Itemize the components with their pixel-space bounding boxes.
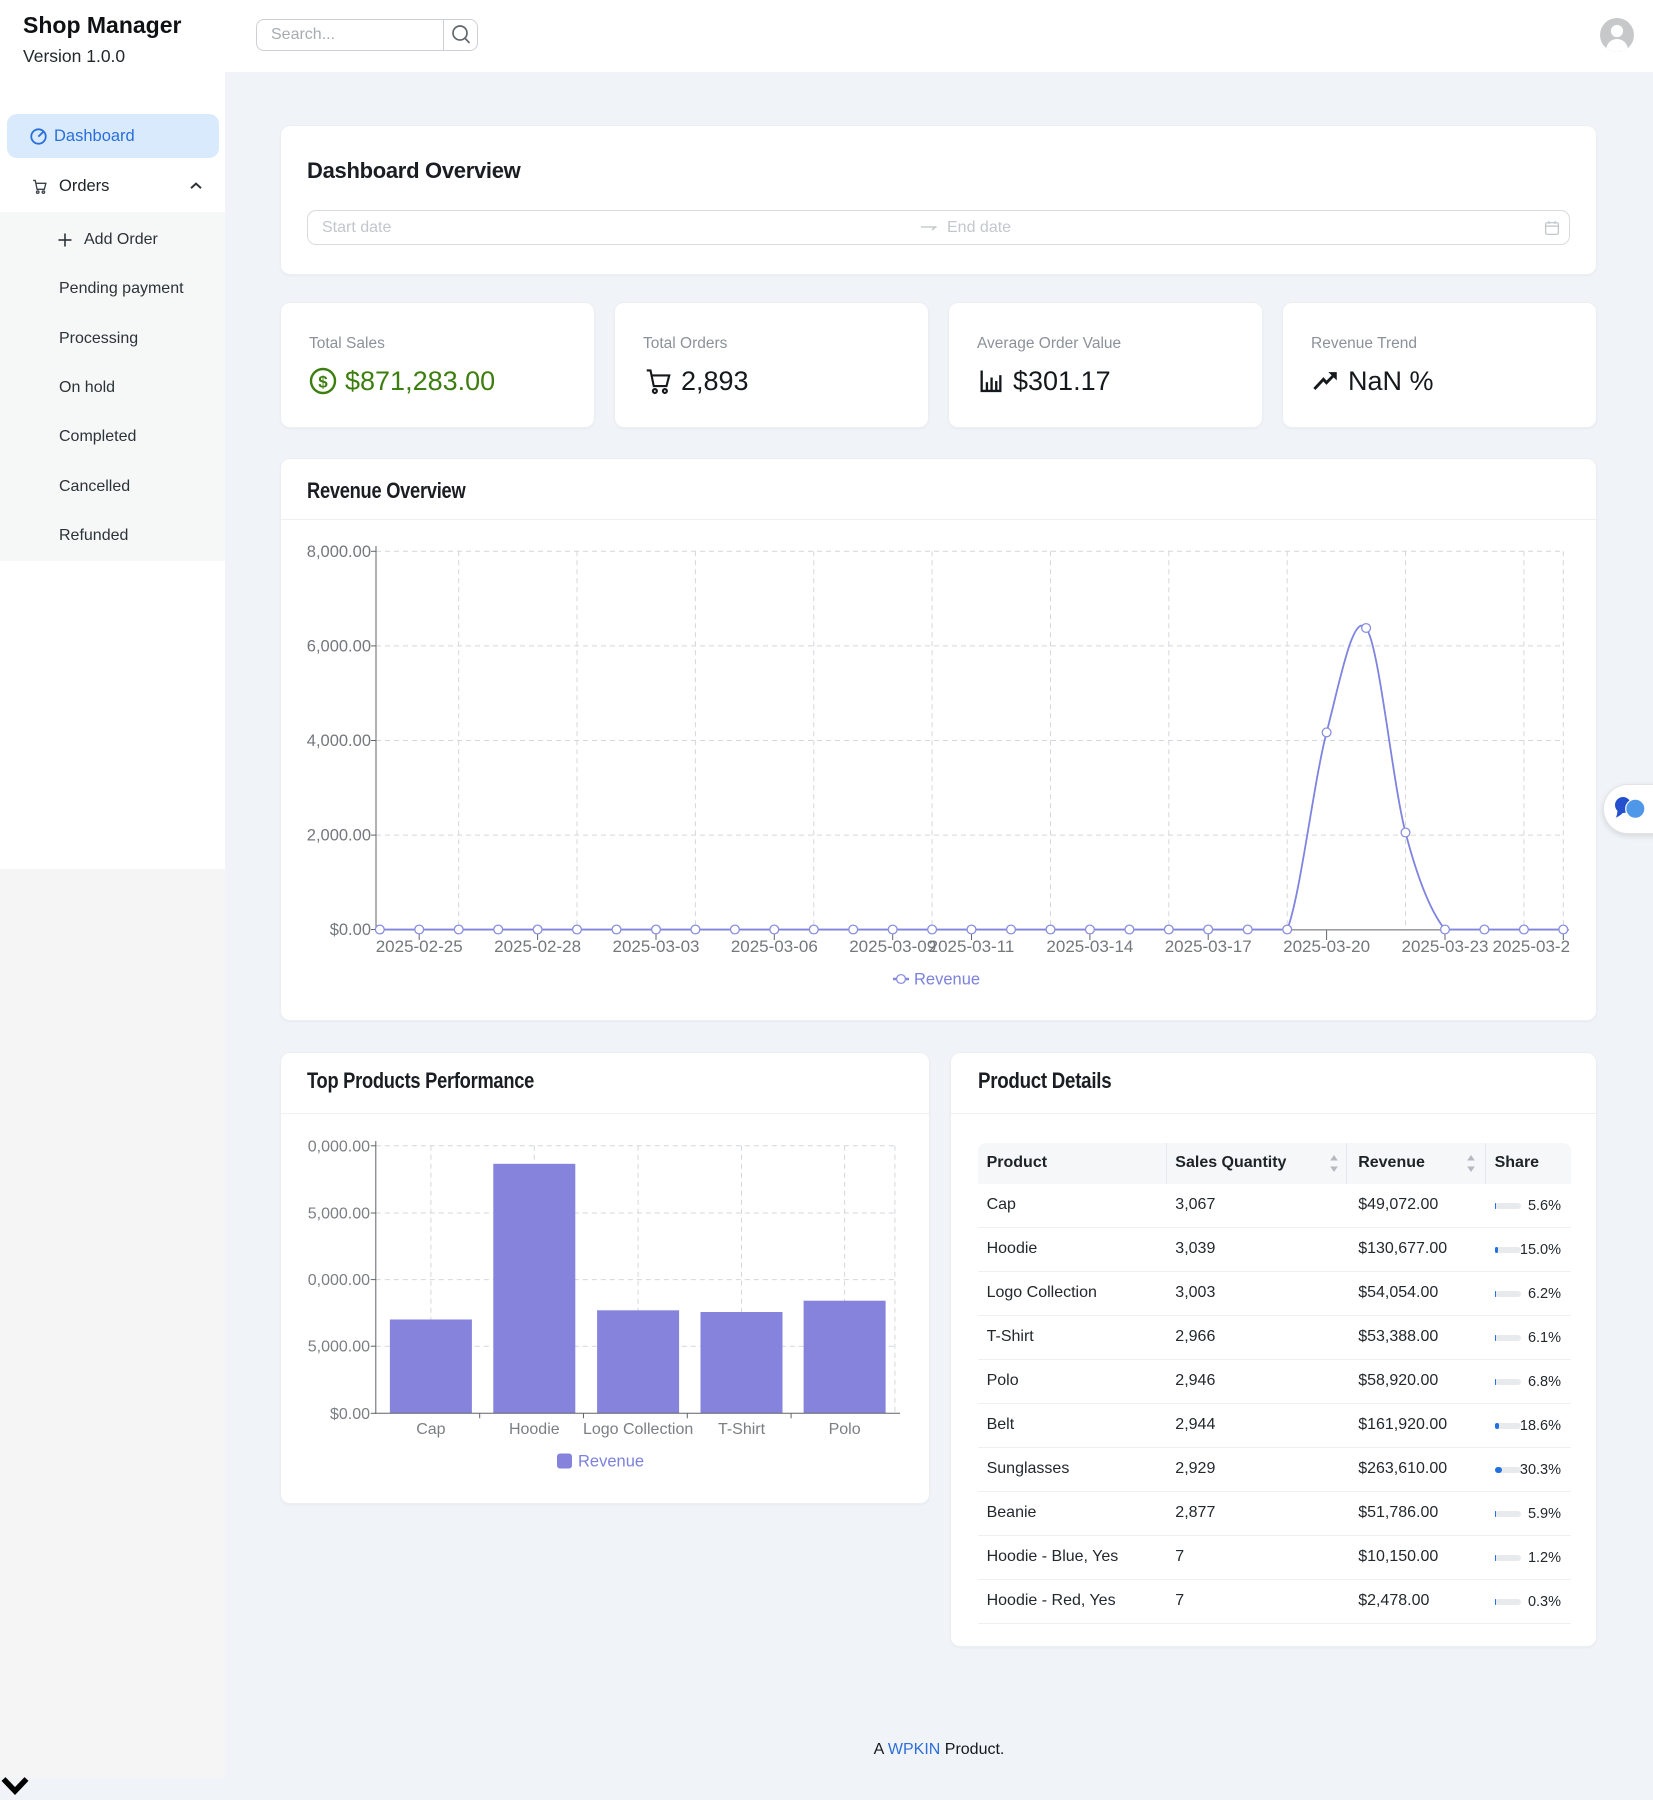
svg-text:2025-03-20: 2025-03-20: [1283, 937, 1370, 956]
svg-text:2025-02-28: 2025-02-28: [494, 937, 581, 956]
svg-text:2,000.00: 2,000.00: [307, 827, 371, 845]
svg-text:0,000.00: 0,000.00: [308, 1138, 370, 1155]
svg-text:Logo Collection: Logo Collection: [583, 1421, 693, 1438]
svg-text:$0.00: $0.00: [330, 921, 371, 939]
svg-text:2025-02-25: 2025-02-25: [376, 937, 463, 956]
svg-text:2025-03-17: 2025-03-17: [1165, 937, 1252, 956]
svg-text:$0.00: $0.00: [330, 1406, 370, 1423]
svg-text:0,000.00: 0,000.00: [308, 1272, 370, 1289]
svg-text:6,000.00: 6,000.00: [307, 637, 371, 655]
svg-text:2025-03-09: 2025-03-09: [849, 937, 936, 956]
svg-text:Polo: Polo: [829, 1421, 861, 1438]
svg-text:5,000.00: 5,000.00: [308, 1339, 370, 1356]
svg-text:Cap: Cap: [416, 1421, 445, 1438]
svg-text:8,000.00: 8,000.00: [307, 543, 371, 561]
svg-text:Hoodie: Hoodie: [509, 1421, 560, 1438]
svg-text:2025-03-14: 2025-03-14: [1046, 937, 1133, 956]
svg-text:4,000.00: 4,000.00: [307, 732, 371, 750]
svg-text:5,000.00: 5,000.00: [308, 1206, 370, 1223]
svg-text:2025-03-03: 2025-03-03: [613, 937, 700, 956]
svg-text:Revenue: Revenue: [914, 971, 980, 989]
svg-text:T-Shirt: T-Shirt: [718, 1421, 766, 1438]
svg-text:Revenue: Revenue: [578, 1453, 644, 1471]
svg-text:2025-03-26: 2025-03-26: [1493, 937, 1570, 956]
svg-text:2025-03-23: 2025-03-23: [1402, 937, 1489, 956]
svg-text:2025-03-06: 2025-03-06: [731, 937, 818, 956]
svg-text:2025-03-11: 2025-03-11: [929, 937, 1015, 956]
svg-text:$: $: [318, 373, 328, 392]
